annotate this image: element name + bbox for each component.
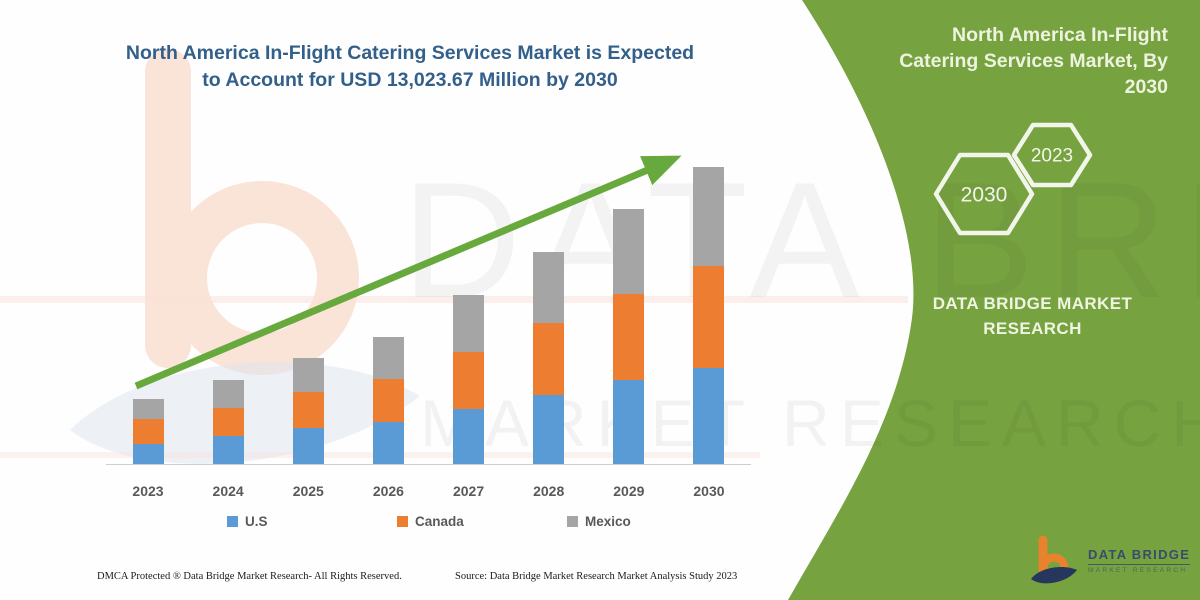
footer-source: Source: Data Bridge Market Research Mark… — [455, 571, 738, 582]
bar-segment-US-2023 — [132, 443, 164, 464]
hexagon-badge-2023 — [1011, 122, 1093, 188]
bar-segment-Canada-2028 — [533, 322, 565, 395]
legend-label: U.S — [245, 514, 268, 529]
bar-segment-Mexico-2029 — [613, 209, 645, 295]
logo-tagline: MARKET RESEARCH — [1088, 566, 1188, 574]
chart-title-line1: North America In-Flight Catering Service… — [125, 42, 695, 64]
logo-name: DATA BRIDGE — [1088, 546, 1191, 562]
footer-dmca: DMCA Protected ® Data Bridge Market Rese… — [97, 571, 402, 582]
bar-2025 — [292, 0, 324, 464]
legend-swatch — [397, 516, 408, 527]
bar-segment-Canada-2023 — [132, 418, 164, 444]
bar-segment-Mexico-2024 — [212, 379, 244, 409]
panel-brand-name: DATA BRIDGE MARKET RESEARCH — [932, 294, 1133, 338]
x-axis-label-2030: 2030 — [693, 483, 725, 499]
bar-segment-Canada-2027 — [453, 351, 485, 409]
bar-segment-Mexico-2030 — [693, 167, 725, 266]
bar-2029 — [613, 0, 645, 464]
bar-segment-Canada-2030 — [693, 265, 725, 368]
x-axis-label-2027: 2027 — [452, 483, 485, 499]
hexagon-badge-2030 — [933, 152, 1035, 236]
x-axis-label-2026: 2026 — [372, 483, 404, 499]
bar-segment-Mexico-2025 — [292, 358, 324, 393]
databridge-logo-icon — [1031, 535, 1077, 584]
bar-segment-Canada-2025 — [292, 392, 324, 429]
legend-label: Mexico — [585, 514, 631, 529]
bar-2028 — [533, 0, 565, 464]
x-axis-label-2028: 2028 — [533, 483, 565, 499]
bar-segment-Canada-2026 — [372, 379, 404, 423]
bar-segment-US-2026 — [372, 422, 404, 464]
bar-segment-Canada-2024 — [212, 408, 244, 437]
databridge-logo: DATA BRIDGE MARKET RESEARCH — [1028, 534, 1190, 586]
legend-item-Mexico: Mexico — [567, 514, 631, 529]
bar-segment-US-2025 — [292, 428, 324, 464]
bar-2027 — [453, 0, 485, 464]
bar-segment-US-2028 — [533, 395, 565, 464]
hexagon-badge-label: 2023 — [1031, 146, 1073, 167]
bar-2024 — [212, 0, 244, 464]
hexagon-badge-label: 2030 — [961, 183, 1008, 206]
bar-2026 — [372, 0, 404, 464]
legend-swatch — [227, 516, 238, 527]
bar-segment-US-2030 — [693, 368, 725, 464]
x-axis-label-2025: 2025 — [292, 483, 324, 499]
x-axis-label-2023: 2023 — [132, 483, 164, 499]
legend-item-US: U.S — [227, 514, 268, 529]
chart-title-line2: to Account for USD 13,023.67 Million by … — [202, 69, 618, 91]
bar-segment-US-2024 — [212, 436, 244, 464]
bar-2030 — [693, 0, 725, 464]
bar-segment-Canada-2029 — [613, 294, 645, 380]
legend-swatch — [567, 516, 578, 527]
bar-segment-Mexico-2026 — [372, 336, 404, 380]
legend-item-Canada: Canada — [397, 514, 464, 529]
legend-label: Canada — [415, 514, 464, 529]
panel-heading: North America In-Flight Catering Service… — [899, 24, 1168, 98]
chart-title: North America In-Flight Catering Service… — [60, 40, 760, 94]
x-axis-label-2029: 2029 — [613, 483, 645, 499]
bar-segment-US-2027 — [453, 409, 485, 464]
bar-segment-Mexico-2027 — [453, 294, 485, 352]
bar-2023 — [132, 0, 164, 464]
x-axis-line — [106, 464, 751, 465]
bar-segment-Mexico-2028 — [533, 251, 565, 323]
bar-segment-Mexico-2023 — [132, 398, 164, 419]
logo-rule — [1088, 563, 1190, 565]
logo-text-block: DATA BRIDGE MARKET RESEARCH — [1088, 547, 1190, 574]
x-axis-label-2024: 2024 — [212, 483, 244, 499]
bar-segment-US-2029 — [613, 380, 645, 464]
